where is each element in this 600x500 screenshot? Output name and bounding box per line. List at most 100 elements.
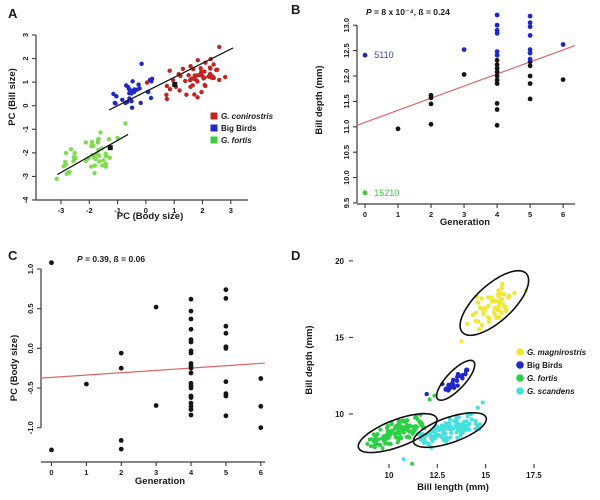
y-tick-label: 1.0 xyxy=(26,264,35,274)
panel-title: P = 0.39, ß = 0.06 xyxy=(77,254,145,264)
panel-c: C P = 0.39, ß = 0.06 0 1 2 3 4 5 6 1.0 0.5 0.0 -0.5 -… xyxy=(8,248,266,487)
y-tick-label: -1 xyxy=(21,126,30,133)
data-point xyxy=(197,72,202,78)
data-point xyxy=(223,413,229,419)
legend-marker xyxy=(210,124,218,132)
y-tick-label: 0 xyxy=(21,104,30,108)
data-point xyxy=(164,92,169,98)
data-point xyxy=(127,86,132,92)
data-point xyxy=(439,423,444,428)
legend-item: G. conirostris xyxy=(210,112,274,121)
data-point xyxy=(217,44,222,50)
x-tick-label: 10 xyxy=(385,471,394,480)
data-point xyxy=(139,61,144,66)
data-point xyxy=(494,107,500,112)
data-point xyxy=(560,42,566,47)
data-point xyxy=(494,66,500,71)
x-axis-label: Bill length (mm) xyxy=(417,482,489,493)
data-point xyxy=(410,461,415,466)
x-tick-label: 1 xyxy=(172,206,176,215)
data-point xyxy=(123,121,128,126)
data-point xyxy=(188,395,194,400)
data-point xyxy=(464,427,469,432)
data-point xyxy=(373,441,378,446)
data-point xyxy=(103,151,108,156)
data-point xyxy=(465,414,470,419)
data-point xyxy=(72,150,77,156)
data-point xyxy=(378,443,383,447)
y-tick-label: 0.5 xyxy=(26,303,35,313)
data-point xyxy=(467,421,472,426)
cluster-g-conirostris xyxy=(144,44,228,102)
legend-item: G. fortis xyxy=(516,374,558,383)
data-point xyxy=(223,323,229,329)
data-point xyxy=(506,295,511,300)
data-point xyxy=(448,435,453,440)
panel-d: D 10 12.5 15 17.5 20 15 10 Bill length (mm) Bill … xyxy=(291,248,587,493)
data-point xyxy=(164,83,170,89)
data-point xyxy=(223,330,229,336)
x-tick-label: 4 xyxy=(189,468,194,477)
data-point xyxy=(464,419,469,424)
x-tick-label: 4 xyxy=(495,210,500,219)
x-tick-label: 2 xyxy=(200,206,204,215)
legend-marker xyxy=(516,374,524,382)
data-point xyxy=(476,300,481,305)
data-point xyxy=(478,305,484,311)
data-point xyxy=(449,424,454,429)
data-point xyxy=(473,426,478,431)
data-point xyxy=(189,76,195,81)
y-tick-label: 0.0 xyxy=(26,343,35,353)
legend-marker xyxy=(516,387,524,395)
data-point xyxy=(118,446,124,452)
data-point xyxy=(527,96,533,102)
data-point xyxy=(93,156,98,162)
data-point xyxy=(217,77,222,83)
data-point xyxy=(527,50,533,56)
cluster-ellipse xyxy=(435,359,476,402)
data-point xyxy=(137,86,142,91)
data-point xyxy=(475,405,480,410)
data-point xyxy=(188,296,194,302)
legend-label: Big Birds xyxy=(527,361,563,370)
data-point xyxy=(113,101,118,106)
data-point xyxy=(149,76,155,82)
data-point xyxy=(400,426,405,431)
data-point xyxy=(494,22,500,28)
data-point xyxy=(494,77,500,83)
data-point xyxy=(443,421,448,426)
x-tick-label: 0 xyxy=(49,468,53,477)
y-tick-label: 3 xyxy=(21,33,30,37)
data-point xyxy=(201,76,206,81)
data-point xyxy=(479,296,484,301)
data-point xyxy=(395,426,400,431)
data-point xyxy=(362,52,368,58)
data-point xyxy=(211,62,216,67)
data-point xyxy=(184,92,189,97)
data-point xyxy=(97,159,102,164)
data-point xyxy=(473,310,478,315)
x-tick-label: 6 xyxy=(259,468,263,477)
data-point xyxy=(103,161,109,166)
data-point xyxy=(419,423,424,428)
data-point xyxy=(206,74,211,79)
data-point xyxy=(138,100,143,106)
cluster-g-magnirostris xyxy=(459,282,529,344)
data-point xyxy=(455,383,460,388)
y-axis-label: PC (Body size) xyxy=(9,335,20,402)
data-point xyxy=(188,412,194,418)
data-point xyxy=(495,292,500,297)
legend: G. magnirostris Big Birds G. fortis G. scan… xyxy=(516,348,587,396)
data-point xyxy=(494,12,500,18)
data-point xyxy=(180,66,186,72)
y-tick-label: 2 xyxy=(21,56,30,60)
y-tick-label: -2 xyxy=(21,150,30,157)
data-point xyxy=(496,307,501,313)
data-point xyxy=(463,423,468,428)
data-point xyxy=(486,295,491,300)
data-point xyxy=(527,81,533,86)
data-point xyxy=(71,158,76,164)
data-point xyxy=(203,83,208,89)
data-point xyxy=(106,136,112,142)
